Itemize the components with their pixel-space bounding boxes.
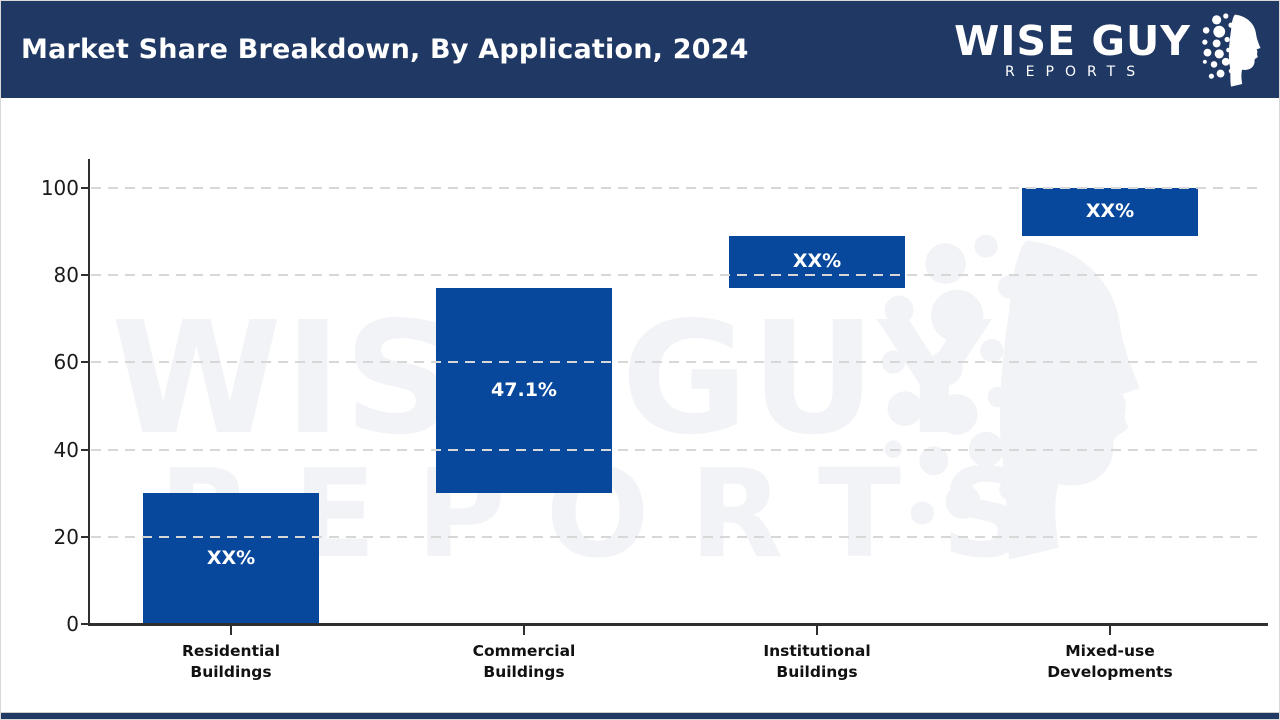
y-tick-label: 80: [53, 263, 79, 288]
gridline: [91, 274, 1263, 277]
watermark-head-profile-icon: [881, 234, 1140, 560]
x-category-label-line: Residential: [181, 642, 281, 660]
header-band: Market Share Breakdown, By Application, …: [1, 1, 1279, 98]
bar-segment: [436, 287, 612, 494]
x-category-label-line: Commercial: [472, 642, 576, 660]
y-tick-label: 60: [53, 350, 79, 375]
y-tick-mark: [81, 623, 88, 625]
x-category-label-line: Mixed-use: [1065, 642, 1155, 660]
x-tick-mark: [816, 626, 818, 635]
x-category-label: Mixed-use Developments: [1000, 641, 1220, 683]
y-tick-mark: [81, 187, 88, 189]
y-tick-label: 0: [66, 612, 79, 636]
brand-logo: WISE GUY REPORTS: [954, 9, 1279, 91]
x-category-label-line: Institutional: [763, 642, 871, 660]
brand-name: WISE GUY: [954, 16, 1191, 65]
y-tick-mark: [81, 535, 88, 538]
gridline: [91, 187, 1263, 189]
x-category-label-line: Developments: [1047, 663, 1173, 681]
gridline: [91, 361, 1263, 364]
head-profile-icon: [1202, 12, 1261, 87]
footer-band: [1, 712, 1279, 719]
brand-subname: REPORTS: [1004, 63, 1147, 80]
x-category-label: Commercial Buildings: [414, 641, 634, 683]
y-tick-label: 20: [53, 524, 79, 549]
x-category-label: Residential Buildings: [121, 641, 341, 683]
brand-logo-text: WISE GUY REPORTS: [954, 16, 1191, 80]
y-tick-label: 40: [53, 437, 79, 462]
bar-value-label: XX%: [1085, 199, 1135, 222]
bar-value-label: 47.1%: [491, 378, 557, 401]
bar-segment: [729, 235, 905, 288]
bar-value-label: XX%: [792, 249, 842, 272]
y-tick-label: 100: [40, 176, 79, 200]
bar-segment: [143, 493, 319, 624]
page-title: Market Share Breakdown, By Application, …: [21, 34, 749, 65]
x-axis-line: [88, 623, 1268, 626]
bar-value-label: XX%: [206, 546, 256, 569]
y-axis-line: [88, 159, 90, 625]
y-tick-mark: [81, 274, 88, 277]
y-tick-mark: [81, 361, 88, 364]
x-category-label-line: Buildings: [776, 663, 858, 681]
y-tick-mark: [81, 448, 88, 451]
gridline: [91, 448, 1263, 451]
x-category-label-line: Buildings: [190, 663, 272, 681]
x-category-label-line: Buildings: [483, 663, 565, 681]
bar-segment: [1022, 188, 1198, 236]
x-category-label: Institutional Buildings: [707, 641, 927, 683]
x-tick-mark: [523, 626, 525, 635]
x-tick-mark: [1109, 626, 1111, 635]
x-tick-mark: [230, 626, 232, 635]
gridline: [91, 535, 1263, 538]
